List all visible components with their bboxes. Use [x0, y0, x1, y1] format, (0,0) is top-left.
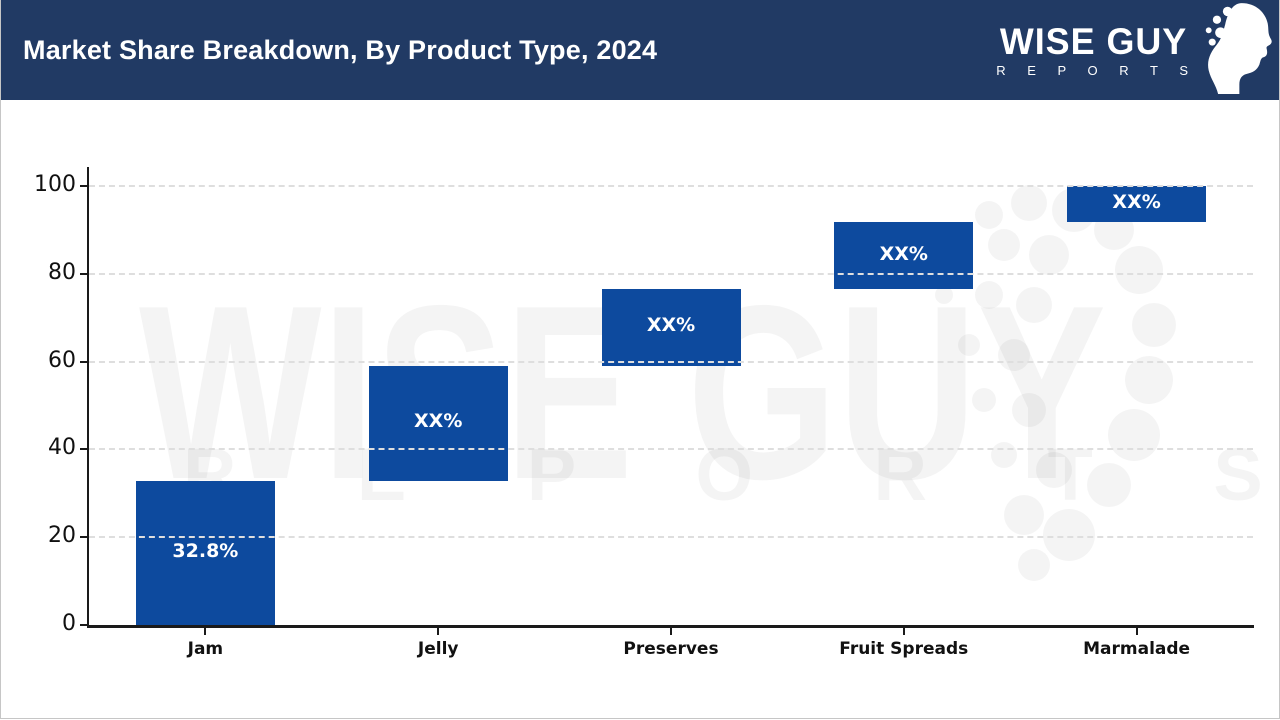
y-axis-line: [87, 167, 89, 627]
y-tick: [80, 360, 88, 363]
x-category-label: Fruit Spreads: [839, 639, 969, 659]
logo-wordmark: WISE GUY: [999, 20, 1188, 62]
dotted-head-profile-icon: [1201, 2, 1273, 98]
y-tick: [80, 272, 88, 275]
logo-subtitle: R E P O R T S: [996, 62, 1197, 78]
waterfall-bar: [601, 289, 741, 366]
y-tick: [80, 185, 88, 187]
bar-value-label: XX%: [646, 314, 696, 337]
waterfall-bar: [135, 481, 275, 625]
y-tick-label: 80: [48, 259, 76, 285]
x-category-label: Jam: [187, 639, 224, 659]
wiseguy-logo: WISE GUY R E P O R T S: [990, 2, 1279, 98]
x-category-label: Preserves: [623, 639, 719, 659]
y-gridline: [89, 360, 1253, 363]
logo-text: WISE GUY R E P O R T S: [990, 23, 1197, 78]
bar-value-label: 32.8%: [172, 540, 239, 562]
x-tick: [1135, 628, 1138, 635]
y-tick-label: 40: [48, 435, 76, 461]
bar-value-label: XX%: [1112, 190, 1161, 213]
header-bar: Market Share Breakdown, By Product Type,…: [1, 0, 1279, 100]
bar-value-label: XX%: [414, 410, 463, 433]
x-category-label: Jelly: [417, 639, 459, 659]
waterfall-bar: [1067, 186, 1207, 222]
y-tick-label: 100: [34, 172, 76, 197]
y-tick: [80, 536, 88, 539]
x-axis-line: [87, 625, 1254, 628]
y-gridline: [89, 536, 1253, 539]
y-gridline: [89, 272, 1253, 275]
page-title: Market Share Breakdown, By Product Type,…: [23, 34, 658, 65]
waterfall-bar: [834, 221, 974, 290]
y-tick: [80, 624, 88, 626]
y-tick: [80, 448, 88, 451]
bar-value-label: XX%: [879, 242, 928, 265]
y-tick-label: 60: [48, 347, 76, 373]
y-gridline: [89, 185, 1253, 187]
waterfall-bar: [368, 365, 508, 481]
x-tick: [670, 628, 672, 635]
y-tick-label: 20: [48, 523, 76, 549]
x-tick: [902, 628, 905, 635]
y-tick-label: 0: [62, 611, 76, 636]
x-category-label: Marmalade: [1083, 639, 1191, 659]
x-tick: [204, 628, 207, 635]
x-tick: [437, 628, 440, 635]
y-gridline: [89, 448, 1253, 451]
